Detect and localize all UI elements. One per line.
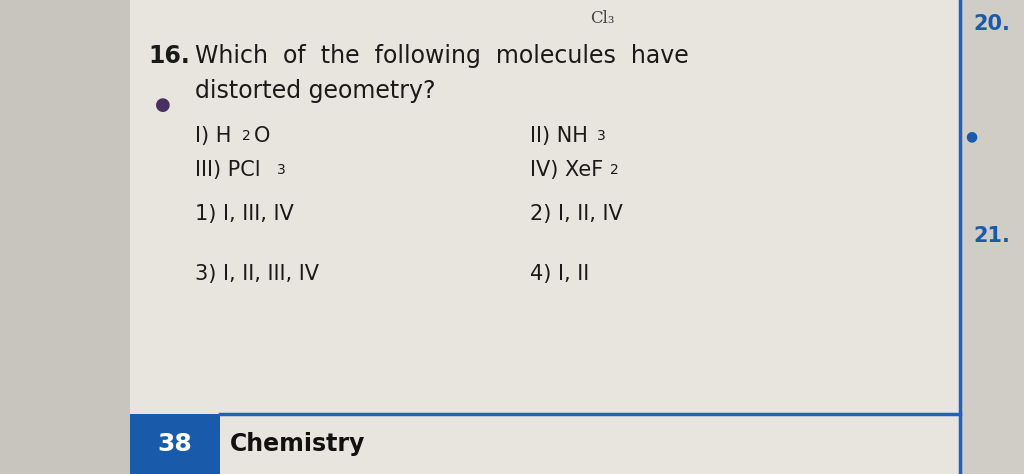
Text: 16.: 16. — [148, 44, 189, 68]
Text: 21.: 21. — [973, 226, 1010, 246]
Text: IV) XeF: IV) XeF — [530, 160, 603, 180]
Text: Cl₃: Cl₃ — [590, 10, 614, 27]
Text: 20.: 20. — [973, 14, 1010, 34]
Text: ●: ● — [965, 129, 977, 143]
Text: Which  of  the  following  molecules  have: Which of the following molecules have — [195, 44, 689, 68]
Text: 2: 2 — [610, 163, 618, 177]
Text: II) NH: II) NH — [530, 126, 588, 146]
FancyBboxPatch shape — [961, 0, 1024, 474]
Text: ●: ● — [155, 96, 171, 114]
FancyBboxPatch shape — [130, 414, 220, 474]
FancyBboxPatch shape — [130, 0, 961, 474]
Text: O: O — [254, 126, 270, 146]
Text: 3) I, II, III, IV: 3) I, II, III, IV — [195, 264, 319, 284]
Text: 4) I, II: 4) I, II — [530, 264, 589, 284]
Text: 3: 3 — [597, 129, 606, 143]
Text: I) H: I) H — [195, 126, 231, 146]
Text: III) PCl: III) PCl — [195, 160, 261, 180]
Text: distorted geometry?: distorted geometry? — [195, 79, 435, 103]
Text: 38: 38 — [158, 432, 193, 456]
Text: 2: 2 — [242, 129, 251, 143]
Text: 2) I, II, IV: 2) I, II, IV — [530, 204, 623, 224]
Text: 1) I, III, IV: 1) I, III, IV — [195, 204, 294, 224]
Text: 3: 3 — [278, 163, 286, 177]
Polygon shape — [0, 0, 130, 474]
Text: Chemistry: Chemistry — [230, 432, 366, 456]
